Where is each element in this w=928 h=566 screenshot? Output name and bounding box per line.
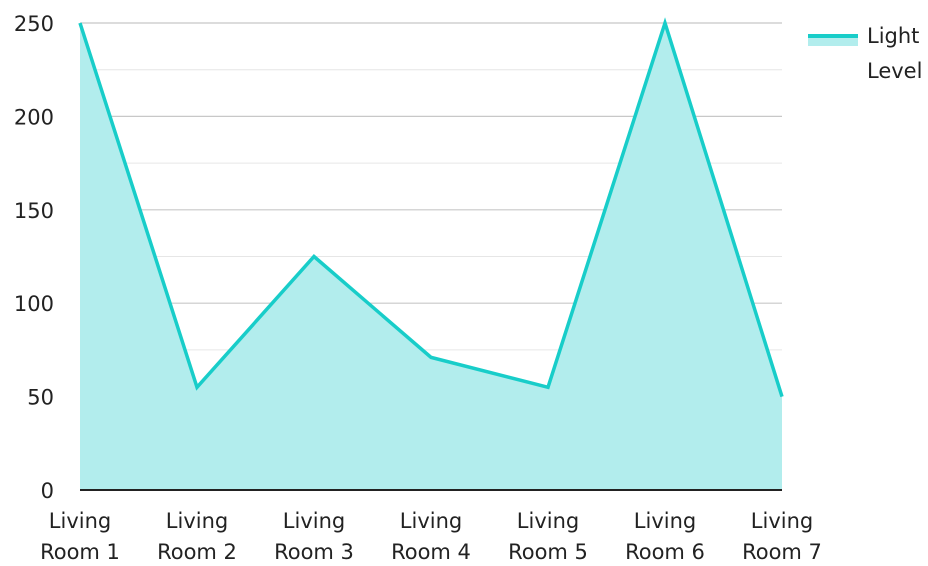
- y-tick-label: 50: [27, 386, 54, 410]
- y-tick-label: 150: [14, 199, 54, 223]
- legend-label: Light: [867, 24, 919, 48]
- y-tick-label: 250: [14, 12, 54, 36]
- y-tick-labels: 0 50 100 150 200 250: [14, 12, 54, 503]
- y-tick-label: 200: [14, 105, 54, 129]
- legend-label: Level: [867, 59, 922, 83]
- legend: Light Level: [808, 24, 922, 83]
- y-tick-label: 0: [41, 479, 54, 503]
- y-tick-label: 100: [14, 292, 54, 316]
